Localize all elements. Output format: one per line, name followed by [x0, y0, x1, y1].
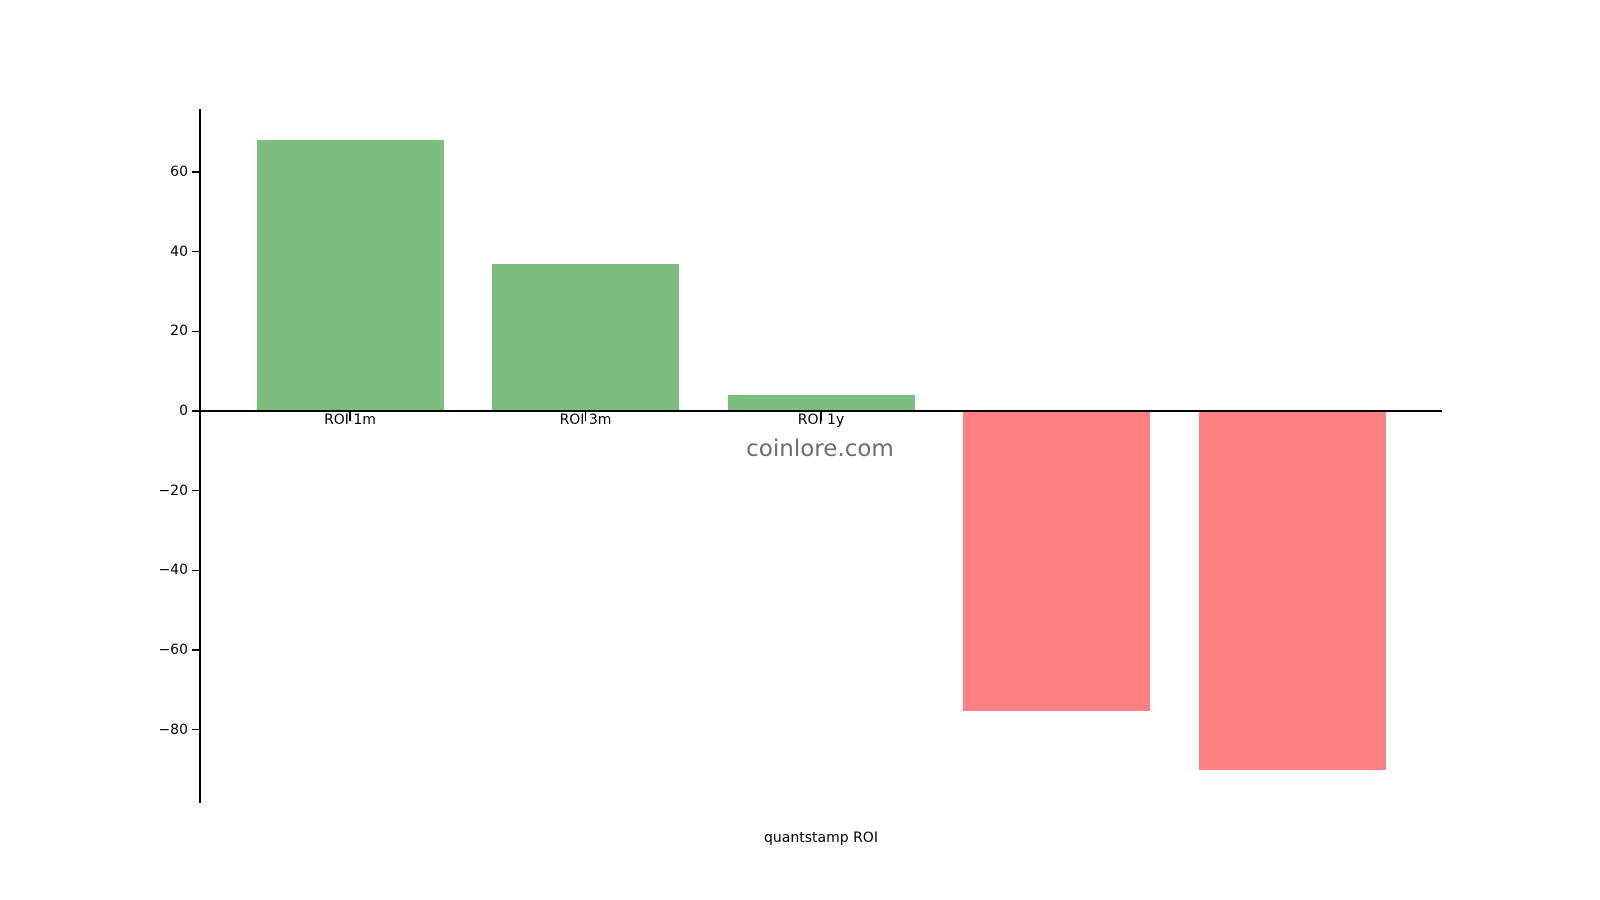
- y-tick-mark: [192, 171, 200, 173]
- y-tick-label: 20: [170, 323, 188, 340]
- y-tick-label: −60: [158, 642, 188, 659]
- y-tick-label: 40: [170, 243, 188, 260]
- bar-col-5: [1198, 411, 1386, 771]
- y-tick-label: −80: [158, 721, 188, 738]
- bar-col-4: [963, 411, 1150, 711]
- y-tick-mark: [192, 490, 200, 492]
- x-tick-label: ROI 3m: [559, 412, 612, 428]
- y-tick-mark: [192, 729, 200, 731]
- y-axis-line: [199, 109, 201, 803]
- y-tick-mark: [192, 569, 200, 572]
- bar-roi-1y: [727, 395, 915, 411]
- y-tick-mark: [192, 649, 200, 651]
- y-tick-label: 60: [170, 163, 188, 180]
- y-tick-label: −20: [158, 482, 188, 499]
- y-tick-mark: [192, 330, 200, 332]
- y-tick-mark: [192, 250, 200, 253]
- bar-roi-1m: [256, 140, 444, 411]
- x-tick-label: ROI 1m: [324, 412, 376, 428]
- x-tick-label: ROI 1y: [797, 412, 845, 428]
- x-tick-mark: [584, 411, 587, 421]
- y-tick-mark: [192, 410, 200, 412]
- bar-roi-3m: [492, 263, 679, 411]
- x-tick-mark: [820, 411, 822, 421]
- x-tick-mark: [349, 411, 351, 421]
- chart-title: quantstamp ROI: [764, 830, 878, 846]
- y-tick-label: −40: [158, 562, 188, 579]
- y-tick-label: 0: [179, 403, 188, 419]
- watermark-text: coinlore.com: [746, 436, 894, 462]
- x-axis-line: [200, 410, 1442, 412]
